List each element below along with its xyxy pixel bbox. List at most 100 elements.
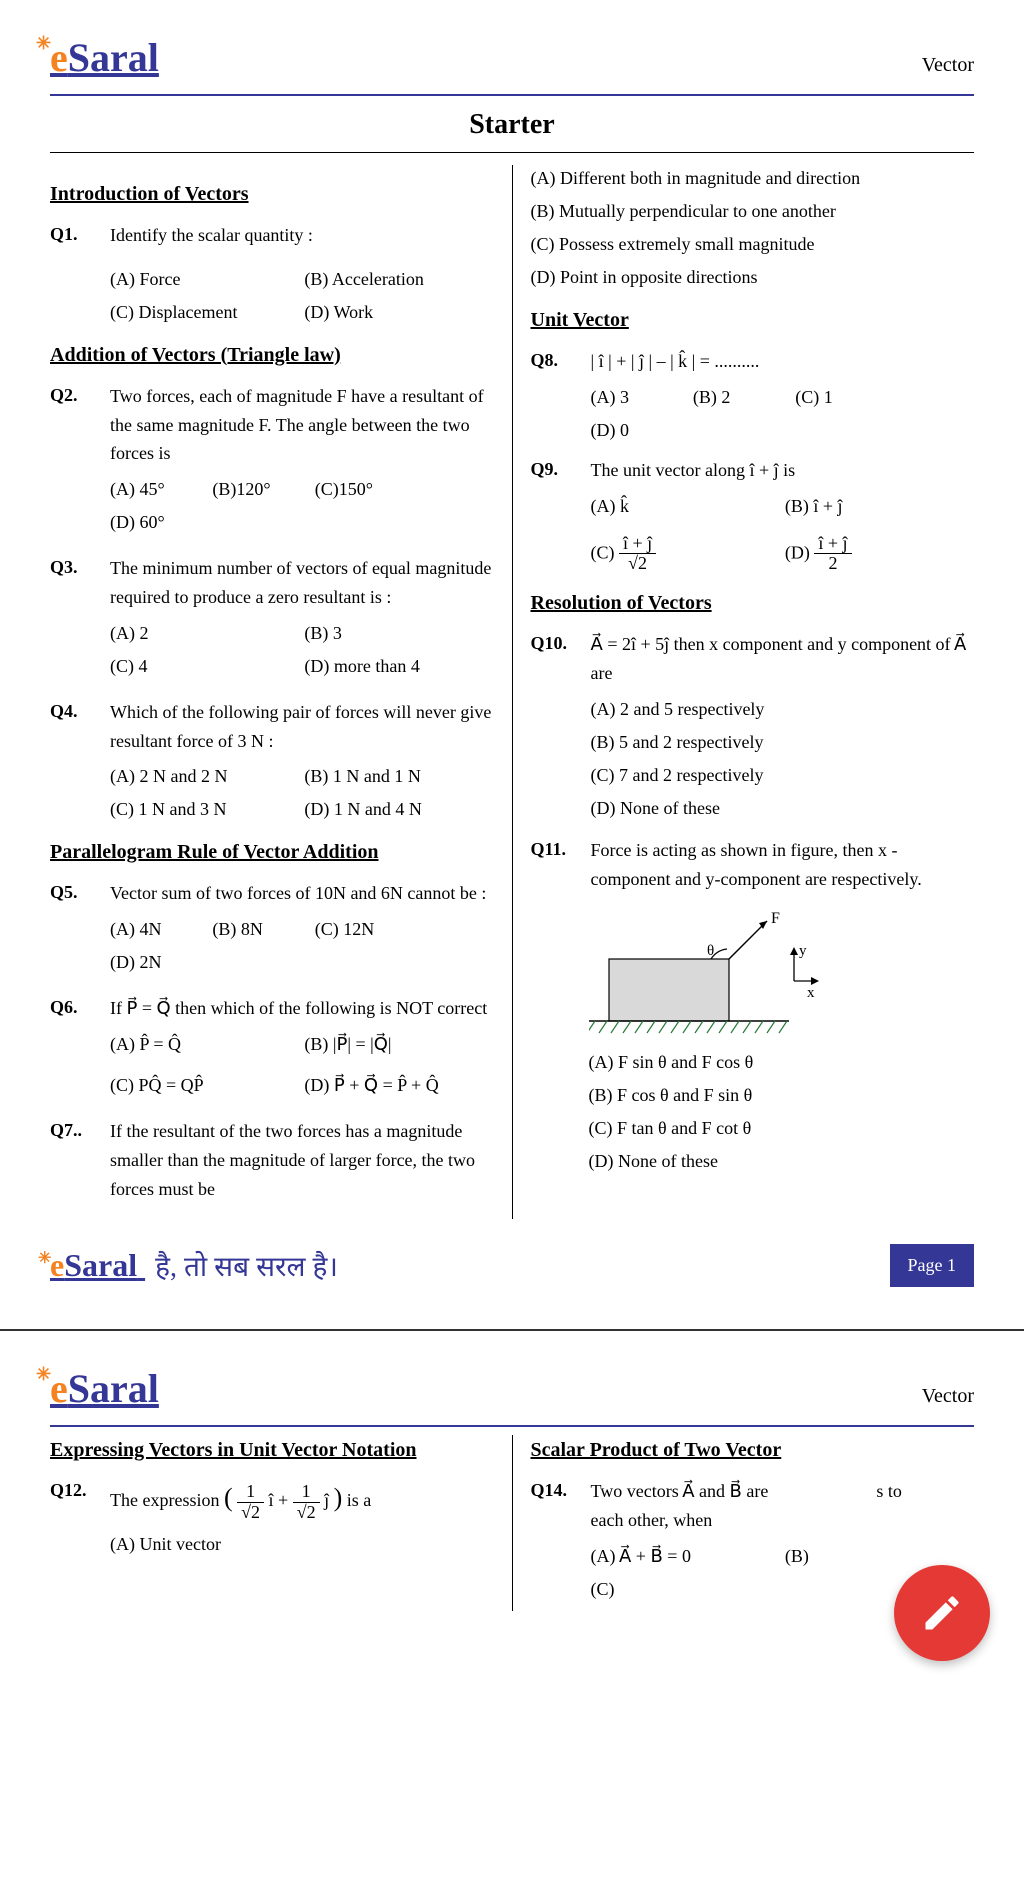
q7: Q7.. If the resultant of the two forces … — [50, 1117, 494, 1211]
q14-stem: Two vectors A⃗ and B⃗ are perpendicular … — [591, 1477, 975, 1535]
diagram-label-f: F — [771, 911, 780, 927]
q3-opt-a: (A) 2 — [110, 620, 286, 647]
q9-stem: The unit vector along î + ĵ is — [591, 456, 975, 485]
q6: Q6. If P⃗ = Q⃗ then which of the followi… — [50, 994, 494, 1099]
q2-num: Q2. — [50, 382, 96, 536]
section-parallelogram: Parallelogram Rule of Vector Addition — [50, 837, 494, 867]
section-intro: Introduction of Vectors — [50, 179, 494, 209]
q9-num: Q9. — [531, 456, 577, 574]
footer-brand: ✳ eSaral — [50, 1247, 145, 1283]
q12-opt-a: (A) Unit vector — [110, 1531, 286, 1558]
q1-opt-a: (A) Force — [110, 266, 286, 293]
q2: Q2. Two forces, each of magnitude F have… — [50, 382, 494, 536]
q6-num: Q6. — [50, 994, 96, 1099]
spark-icon: ✳ — [38, 1247, 51, 1271]
page-number-badge: Page 1 — [890, 1244, 975, 1287]
brand-logo: ✳ eSaral — [50, 1359, 159, 1419]
footer-tagline: है, तो सब सरल है। — [155, 1252, 338, 1283]
q7-num: Q7.. — [50, 1117, 96, 1211]
q7-stem: If the resultant of the two forces has a… — [110, 1117, 494, 1203]
q5-num: Q5. — [50, 879, 96, 976]
q1-opt-b: (B) Acceleration — [304, 266, 480, 293]
q1: Q1. Identify the scalar quantity : — [50, 221, 494, 258]
q12-num: Q12. — [50, 1477, 96, 1557]
q2-opt-c: (C)150° — [315, 476, 399, 503]
section-expressing: Expressing Vectors in Unit Vector Notati… — [50, 1435, 494, 1465]
q1-stem: Identify the scalar quantity : — [110, 221, 494, 250]
q11-stem: Force is acting as shown in figure, then… — [591, 836, 975, 894]
q8-opt-b: (B) 2 — [693, 384, 777, 411]
q7-opt-d: (D) Point in opposite directions — [531, 264, 975, 291]
q10-opt-d: (D) None of these — [591, 795, 975, 822]
q5-opt-c: (C) 12N — [315, 916, 399, 943]
q3-opt-d: (D) more than 4 — [304, 653, 480, 680]
q11-diagram: F θ y x — [589, 911, 819, 1041]
q9-opt-a: (A) k̂ — [591, 493, 767, 520]
edit-fab[interactable] — [894, 1565, 990, 1661]
spark-icon: ✳ — [36, 1361, 51, 1388]
q9-opt-d: (D) î + ĵ2 — [785, 534, 961, 575]
q7-options: (A) Different both in magnitude and dire… — [531, 165, 975, 291]
q9-opt-b: (B) î + ĵ — [785, 493, 961, 520]
q4-opt-a: (A) 2 N and 2 N — [110, 763, 286, 790]
q11-opt-b: (B) F cos θ and F sin θ — [589, 1082, 975, 1109]
section-addition: Addition of Vectors (Triangle law) — [50, 340, 494, 370]
q5-opt-a: (A) 4N — [110, 916, 194, 943]
q10-opt-b: (B) 5 and 2 respectively — [591, 729, 975, 756]
q3-stem: The minimum number of vectors of equal m… — [110, 554, 494, 612]
q7-opt-b: (B) Mutually perpendicular to one anothe… — [531, 198, 975, 225]
q5-opt-b: (B) 8N — [212, 916, 296, 943]
q4-num: Q4. — [50, 698, 96, 824]
q4-opt-b: (B) 1 N and 1 N — [304, 763, 480, 790]
page-footer: ✳ eSaral है, तो सब सरल है। Page 1 — [50, 1241, 974, 1289]
brand-prefix: e — [50, 1366, 68, 1411]
q14-num: Q14. — [531, 1477, 577, 1603]
diagram-label-theta: θ — [707, 943, 714, 959]
pencil-icon — [920, 1591, 964, 1635]
section-resolution: Resolution of Vectors — [531, 588, 975, 618]
q3: Q3. The minimum number of vectors of equ… — [50, 554, 494, 680]
q5: Q5. Vector sum of two forces of 10N and … — [50, 879, 494, 976]
q6-opt-d: (D) P⃗ + Q⃗ = P̂ + Q̂ — [304, 1072, 480, 1099]
q8-opt-a: (A) 3 — [591, 384, 675, 411]
q14-opt-a: (A) A⃗ + B⃗ = 0 — [591, 1543, 767, 1570]
diagram-label-y: y — [799, 943, 807, 959]
q5-stem: Vector sum of two forces of 10N and 6N c… — [110, 879, 494, 908]
q5-opt-d: (D) 2N — [110, 949, 194, 976]
q6-opt-b: (B) |P⃗| = |Q⃗| — [304, 1031, 480, 1058]
q8: Q8. | î | + | ĵ | – | k̂ | = .......... … — [531, 347, 975, 444]
q7-opt-c: (C) Possess extremely small magnitude — [531, 231, 975, 258]
q11-opt-d: (D) None of these — [589, 1148, 975, 1175]
q12-stem: The expression ( 1√2 î + 1√2 ĵ ) is a — [110, 1477, 494, 1522]
page-header: ✳ eSaral Vector — [50, 28, 974, 96]
q1-opt-c: (C) Displacement — [110, 299, 286, 326]
spark-icon: ✳ — [36, 30, 51, 57]
q2-opt-a: (A) 45° — [110, 476, 194, 503]
q4-stem: Which of the following pair of forces wi… — [110, 698, 494, 756]
q10-num: Q10. — [531, 630, 577, 822]
q11-opt-c: (C) F tan θ and F cot θ — [589, 1115, 975, 1142]
page-header: ✳ eSaral Vector — [50, 1359, 974, 1427]
q10: Q10. A⃗ = 2î + 5ĵ then x component and y… — [531, 630, 975, 822]
q3-opt-c: (C) 4 — [110, 653, 286, 680]
q2-opt-d: (D) 60° — [110, 509, 194, 536]
q9: Q9. The unit vector along î + ĵ is (A) k… — [531, 456, 975, 574]
q8-opt-d: (D) 0 — [591, 417, 675, 444]
q10-stem: A⃗ = 2î + 5ĵ then x component and y comp… — [591, 630, 975, 688]
section-scalar-product: Scalar Product of Two Vector — [531, 1435, 975, 1465]
q10-opt-c: (C) 7 and 2 respectively — [591, 762, 975, 789]
q7-opt-a: (A) Different both in magnitude and dire… — [531, 165, 975, 192]
q1-num: Q1. — [50, 221, 96, 258]
q1-opt-d: (D) Work — [304, 299, 480, 326]
q12: Q12. The expression ( 1√2 î + 1√2 ĵ ) is… — [50, 1477, 494, 1557]
q9-opt-c: (C) î + ĵ√2 — [591, 534, 767, 575]
q11-num: Q11. — [531, 836, 577, 902]
q8-opt-c: (C) 1 — [795, 384, 879, 411]
q8-stem: | î | + | ĵ | – | k̂ | = .......... — [591, 347, 975, 376]
q4-opt-d: (D) 1 N and 4 N — [304, 796, 480, 823]
q1-options: (A) Force (B) Acceleration (C) Displacem… — [50, 266, 494, 326]
q11-opt-a: (A) F sin θ and F cos θ — [589, 1049, 975, 1076]
q4-opt-c: (C) 1 N and 3 N — [110, 796, 286, 823]
q6-opt-c: (C) PQ̂ = QP̂ — [110, 1072, 286, 1099]
brand-prefix: e — [50, 35, 68, 80]
